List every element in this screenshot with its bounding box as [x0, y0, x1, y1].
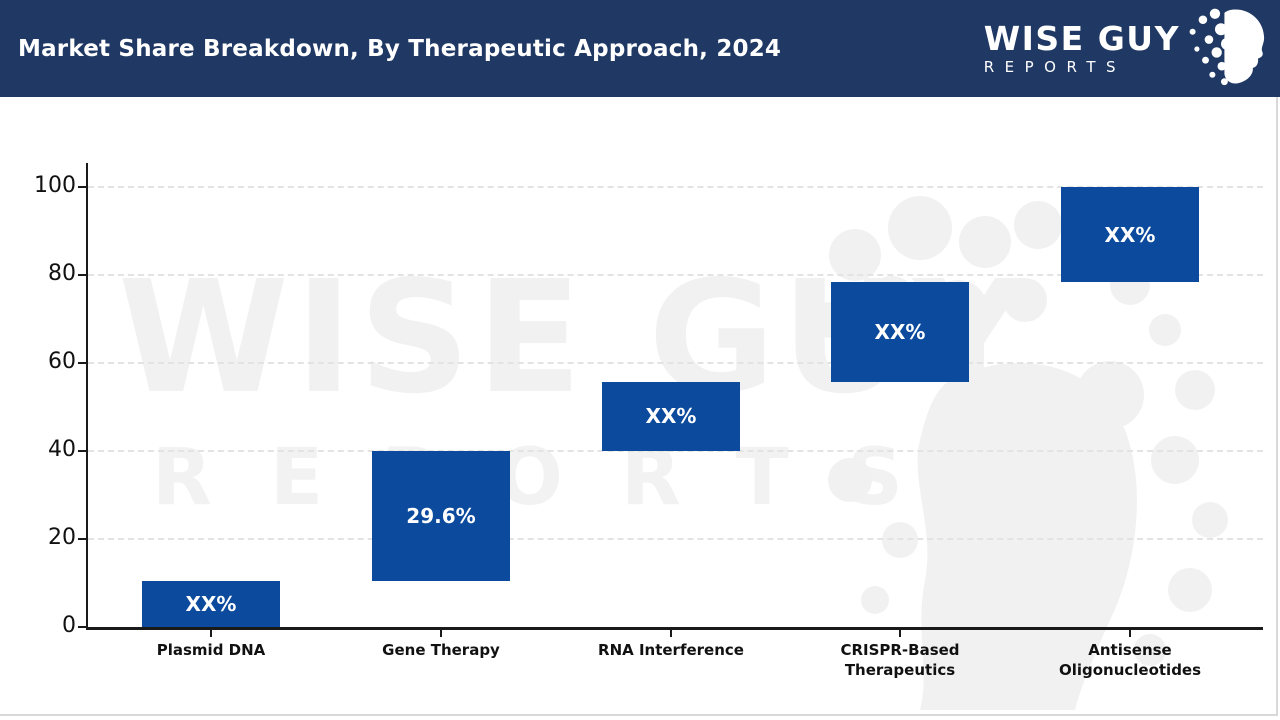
- y-axis-tick: [78, 362, 86, 364]
- y-tick-label: 80: [48, 261, 76, 286]
- x-axis-tick: [670, 630, 672, 637]
- bar-value-label: 29.6%: [406, 504, 476, 529]
- logo-text: WISE GUY REPORTS: [983, 18, 1180, 76]
- x-category-label: Plasmid DNA: [156, 641, 266, 659]
- y-axis-tick: [78, 450, 86, 452]
- x-category-label: RNA Interference: [598, 641, 744, 659]
- logo-wordmark: WISE GUY: [983, 18, 1180, 58]
- x-axis-line: [86, 627, 1263, 630]
- gridline-60: [88, 362, 1263, 364]
- chart-title: Market Share Breakdown, By Therapeutic A…: [18, 35, 782, 62]
- y-axis-tick: [78, 274, 86, 276]
- y-axis-tick: [78, 626, 86, 628]
- x-category-label: Antisense Oligonucleotides: [1058, 641, 1202, 679]
- y-tick-label: 0: [62, 613, 76, 638]
- x-axis-tick: [899, 630, 901, 637]
- y-tick-label: 60: [48, 349, 76, 374]
- gridline-80: [88, 274, 1263, 276]
- header-bar: Market Share Breakdown, By Therapeutic A…: [0, 0, 1280, 97]
- logo-subtitle: REPORTS: [983, 57, 1127, 76]
- y-axis-line: [86, 163, 88, 629]
- y-tick-label: 40: [48, 437, 76, 462]
- wise-guy-reports-logo: WISE GUY REPORTS: [984, 0, 1270, 97]
- x-category-label: CRISPR-Based Therapeutics: [840, 641, 960, 679]
- x-axis-tick: [210, 630, 212, 637]
- y-axis-tick: [78, 186, 86, 188]
- x-axis-tick: [1129, 630, 1131, 637]
- bar-value-label: XX%: [874, 319, 926, 344]
- gridline-20: [88, 538, 1263, 540]
- bar-value-label: XX%: [185, 592, 237, 617]
- x-category-label: Gene Therapy: [382, 641, 500, 659]
- gridline-40: [88, 450, 1263, 452]
- x-axis-tick: [440, 630, 442, 637]
- y-tick-label: 100: [34, 173, 76, 198]
- logo-head-dots-icon: [1189, 8, 1265, 85]
- bar-5: XX%: [1061, 187, 1199, 283]
- bar-4: XX%: [831, 282, 969, 382]
- bar-3: XX%: [602, 381, 740, 451]
- gridline-100: [88, 186, 1263, 188]
- bar-2: 29.6%: [372, 451, 510, 582]
- bar-value-label: XX%: [1104, 222, 1156, 247]
- bar-value-label: XX%: [645, 404, 697, 429]
- bar-1: XX%: [142, 581, 280, 627]
- y-axis-tick: [78, 538, 86, 540]
- y-tick-label: 20: [48, 525, 76, 550]
